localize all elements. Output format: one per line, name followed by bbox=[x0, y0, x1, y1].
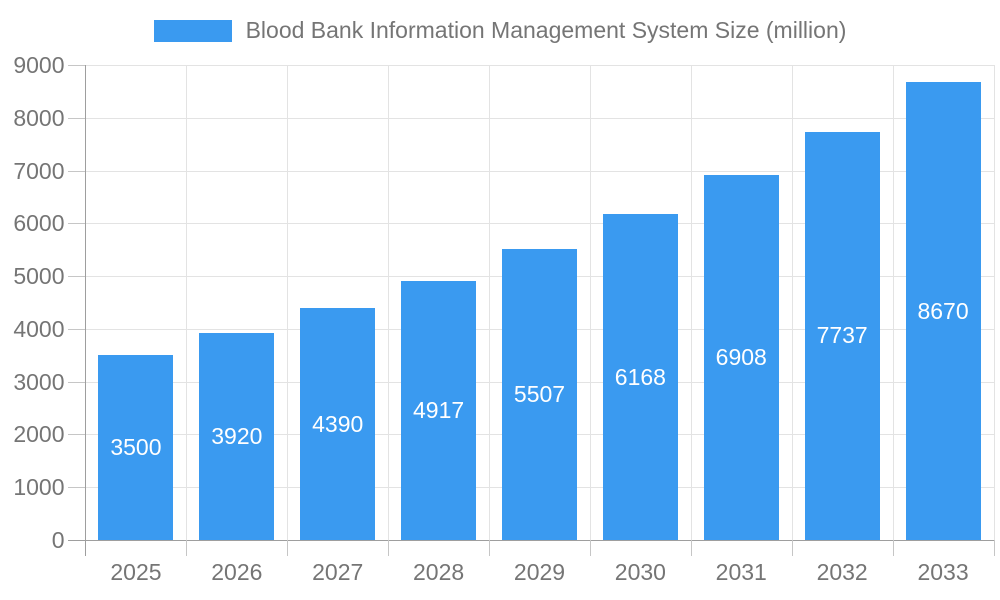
y-tick bbox=[67, 487, 85, 489]
y-tick-label: 9000 bbox=[13, 52, 65, 78]
gridline-h bbox=[85, 223, 994, 225]
chart-title: Blood Bank Information Management System… bbox=[245, 17, 847, 43]
legend-swatch bbox=[153, 19, 232, 42]
y-tick-label: 5000 bbox=[13, 263, 65, 290]
bar-value-label: 5507 bbox=[513, 381, 566, 408]
x-tick-label: 2033 bbox=[917, 559, 969, 585]
x-tick bbox=[489, 540, 491, 556]
x-tick bbox=[993, 540, 995, 556]
bar[interactable]: 8670 bbox=[905, 82, 981, 540]
x-tick-label: 2026 bbox=[211, 559, 263, 585]
bar-value-label: 4917 bbox=[413, 396, 465, 423]
gridline-v bbox=[791, 65, 793, 540]
x-tick-label: 2032 bbox=[816, 559, 868, 585]
bar[interactable]: 3500 bbox=[98, 355, 174, 540]
gridline-v bbox=[589, 65, 591, 540]
x-tick bbox=[690, 540, 692, 556]
y-tick-label: 8000 bbox=[13, 104, 65, 131]
bar-value-label: 8670 bbox=[917, 297, 969, 324]
bar[interactable]: 3920 bbox=[199, 333, 275, 540]
bar[interactable]: 6908 bbox=[703, 175, 779, 540]
x-tick bbox=[791, 540, 793, 556]
plot-area: 0 1000 2000 3000 4000 5000 6000 7000 8000 9000 350… bbox=[13, 52, 995, 585]
bar[interactable]: 5507 bbox=[502, 249, 577, 540]
bar-value-label: 3920 bbox=[211, 423, 263, 450]
bar[interactable]: 6168 bbox=[602, 214, 678, 540]
y-tick bbox=[67, 328, 85, 330]
bar[interactable]: 4917 bbox=[401, 280, 477, 540]
y-tick bbox=[67, 434, 85, 436]
gridline-v bbox=[388, 65, 390, 540]
bar-value-label: 4390 bbox=[312, 410, 364, 437]
y-tick-label: 6000 bbox=[13, 210, 65, 237]
gridline-v bbox=[489, 65, 491, 540]
y-tick-label: 4000 bbox=[13, 315, 65, 342]
x-tick-label: 2029 bbox=[513, 559, 566, 585]
y-tick bbox=[67, 223, 85, 225]
x-tick-label: 2028 bbox=[413, 559, 465, 585]
y-axis-line bbox=[84, 65, 86, 556]
gridline-v bbox=[186, 65, 188, 540]
x-tick bbox=[892, 540, 894, 556]
legend: Blood Bank Information Management System… bbox=[0, 17, 1000, 44]
gridline-v bbox=[690, 65, 692, 540]
bar-value-label: 7737 bbox=[816, 322, 868, 349]
y-tick-label: 7000 bbox=[13, 157, 65, 184]
x-tick bbox=[589, 540, 591, 556]
x-tick bbox=[388, 540, 390, 556]
y-tick-label: 3000 bbox=[13, 368, 65, 395]
gridline-h bbox=[85, 170, 994, 172]
gridline-v bbox=[993, 65, 995, 540]
x-axis-baseline bbox=[85, 540, 994, 541]
y-tick bbox=[67, 117, 85, 119]
gridline-h bbox=[85, 117, 994, 119]
x-tick bbox=[186, 540, 188, 556]
y-tick bbox=[67, 276, 85, 278]
y-tick bbox=[67, 540, 85, 541]
y-tick-label: 2000 bbox=[13, 421, 65, 448]
y-tick bbox=[67, 381, 85, 383]
bar-value-label: 3500 bbox=[110, 434, 162, 461]
x-tick-label: 2025 bbox=[110, 559, 162, 585]
y-tick-label: 0 bbox=[51, 527, 65, 553]
y-tick bbox=[67, 170, 85, 172]
legend-item[interactable]: Blood Bank Information Management System… bbox=[153, 17, 847, 44]
y-tick-label: 1000 bbox=[13, 474, 65, 501]
bar[interactable]: 7737 bbox=[804, 131, 880, 540]
x-tick-label: 2030 bbox=[614, 559, 666, 585]
x-tick bbox=[287, 540, 289, 556]
bar-value-label: 6908 bbox=[715, 344, 767, 371]
gridline-v bbox=[892, 65, 894, 540]
x-tick-label: 2027 bbox=[312, 559, 364, 585]
gridline-h bbox=[85, 65, 994, 66]
bar[interactable]: 4390 bbox=[300, 308, 376, 540]
bar-value-label: 6168 bbox=[614, 363, 666, 390]
x-tick-label: 2031 bbox=[715, 559, 767, 585]
gridline-v bbox=[287, 65, 289, 540]
y-tick bbox=[67, 65, 85, 66]
